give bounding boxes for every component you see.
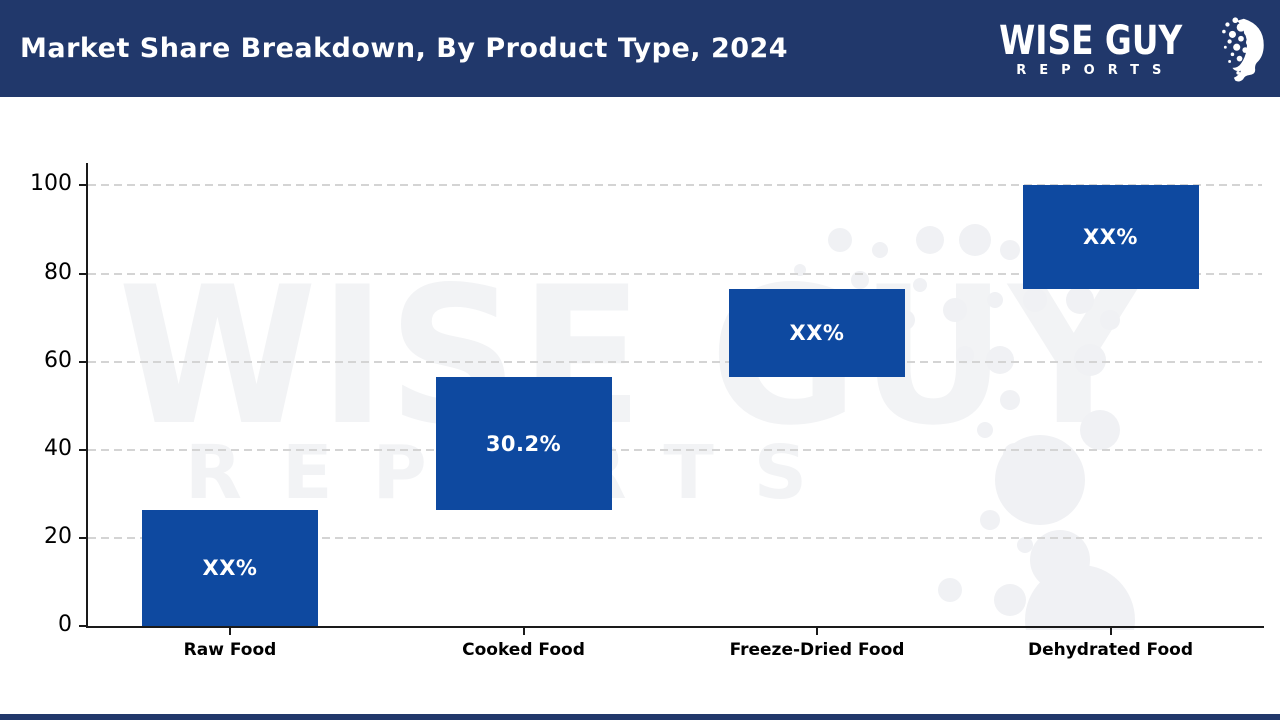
x-axis-tick [522,627,525,635]
logo-wordmark: WISE GUY [998,18,1182,64]
x-axis-label-dehydrated-food: Dehydrated Food [1027,640,1194,660]
gridline-60 [88,360,1262,363]
y-axis-tick-label: 40 [44,435,72,461]
footer-bar [0,714,1280,720]
y-axis-tick [79,625,87,627]
bar-value-label-dehydrated-food: XX% [1083,225,1138,250]
y-axis-tick-label: 20 [44,523,72,549]
logo-subtitle: REPORTS [1016,63,1175,78]
y-axis-tick-label: 80 [44,259,72,285]
logo-head-icon [1222,17,1264,82]
y-axis-tick [79,272,87,275]
page-title: Market Share Breakdown, By Product Type,… [20,33,789,64]
x-axis-label-cooked-food: Cooked Food [462,640,585,660]
bar-dehydrated-food: XX% [1022,185,1199,290]
x-axis-label-raw-food: Raw Food [183,640,277,660]
x-axis-tick [229,627,231,635]
bar-value-label-raw-food: XX% [202,556,258,581]
y-axis-tick [79,184,87,187]
bar-value-label-cooked-food: 30.2% [485,431,562,456]
gridline-80 [88,272,1262,275]
y-axis-tick [79,448,87,451]
bar-cooked-food: 30.2% [435,377,612,511]
watermark-head-dots-icon [794,224,1135,630]
y-axis-tick [79,536,87,539]
x-axis-label-freeze-dried-food: Freeze-Dried Food [729,640,905,660]
x-axis-line [86,626,1264,628]
bar-value-label-freeze-dried-food: XX% [789,321,845,346]
bar-freeze-dried-food: XX% [729,289,905,378]
y-axis-tick [79,360,87,363]
x-axis-tick [816,627,818,635]
y-axis-line [86,163,88,628]
y-axis-tick-label: 100 [30,171,72,197]
gridline-40 [88,448,1262,451]
header-bar: Market Share Breakdown, By Product Type,… [0,0,1280,97]
wise-guy-logo: WISE GUY REPORTS [979,4,1268,94]
bar-raw-food: XX% [142,510,318,626]
y-axis-tick-label: 0 [58,612,72,637]
logo-text: WISE GUY REPORTS [979,20,1202,78]
y-axis-tick-label: 60 [44,347,72,373]
gridline-100 [88,184,1262,187]
x-axis-tick [1109,627,1112,635]
gridline-20 [88,536,1262,539]
